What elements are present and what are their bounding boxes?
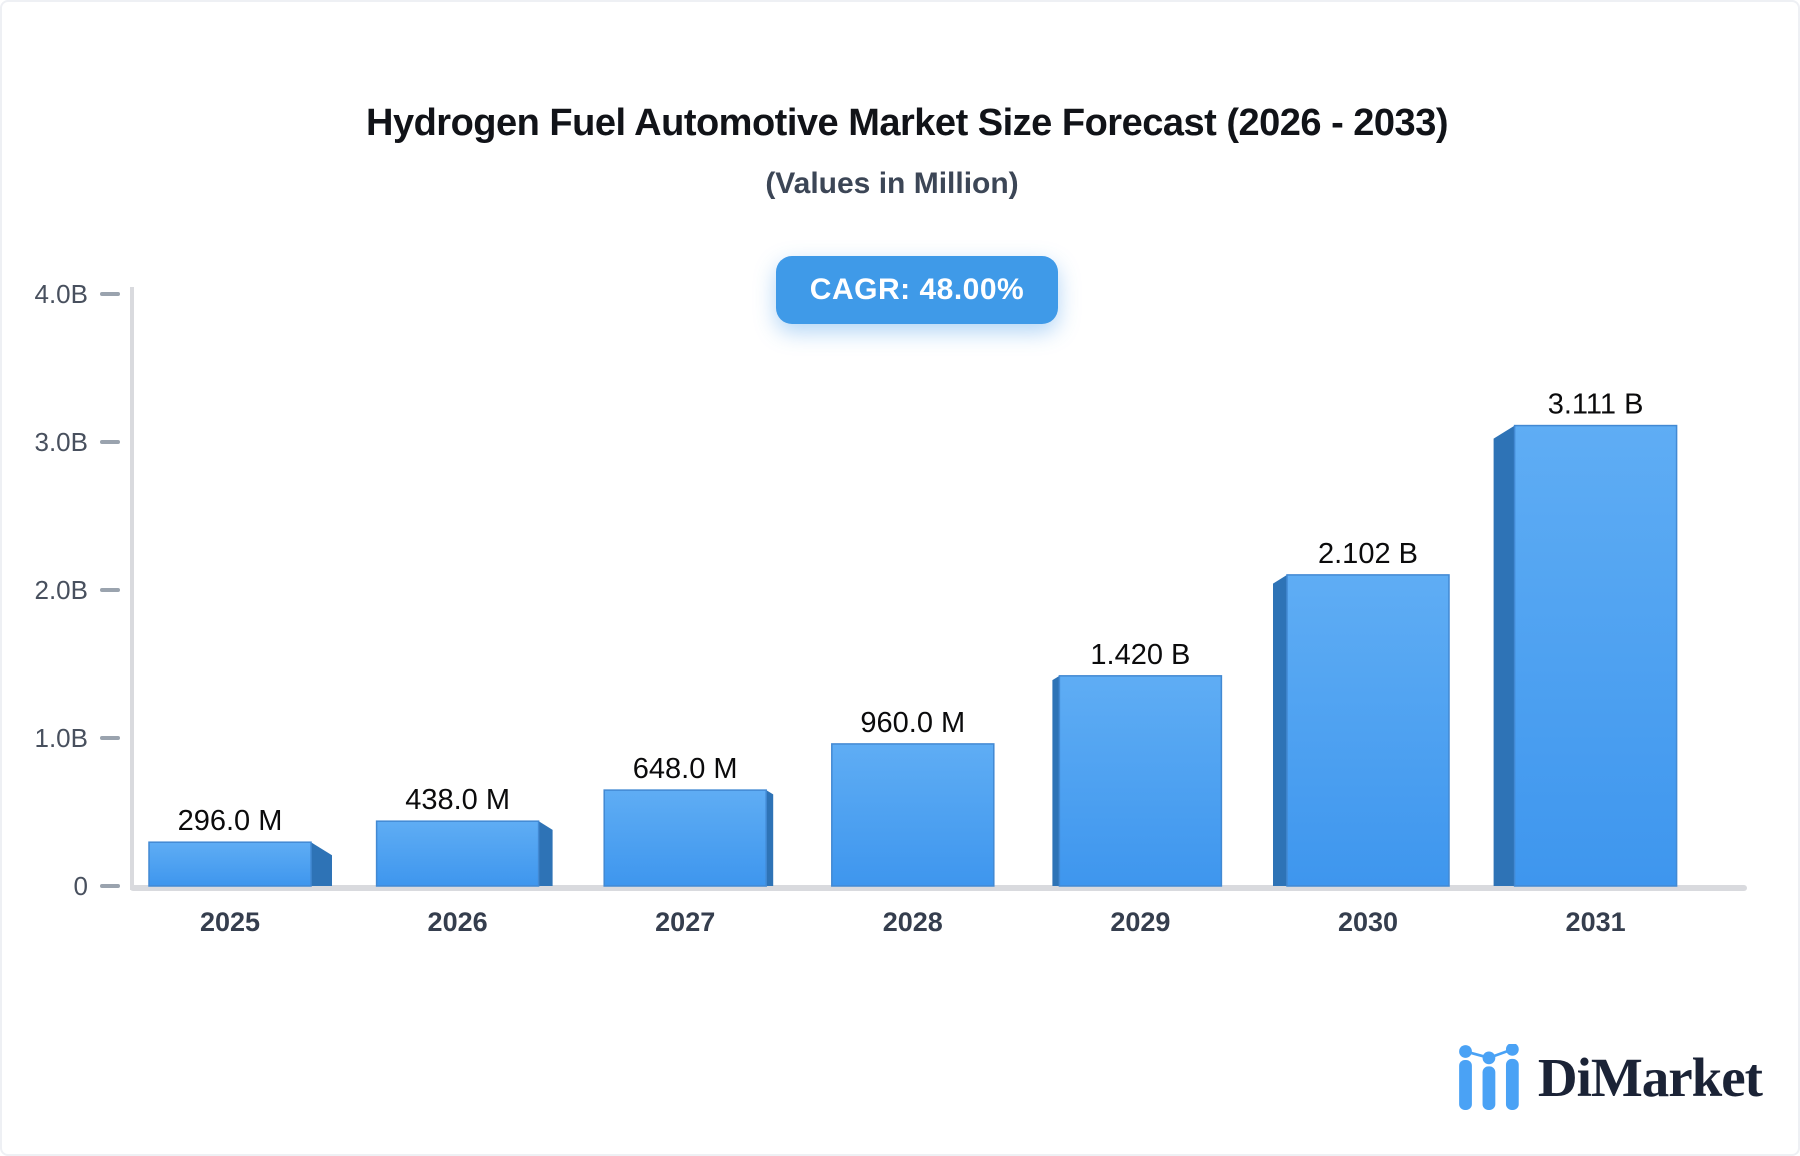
cagr-badge-row: CAGR: 48.00% — [2, 256, 1798, 324]
bar-side-face — [1493, 425, 1515, 886]
y-tick-dash — [100, 588, 120, 592]
bar-value-label: 960.0 M — [860, 707, 965, 739]
y-tick-label: 1.0B — [35, 723, 89, 753]
bar-front-face — [1058, 675, 1223, 887]
bar-front-face — [1286, 574, 1450, 887]
bar-2029[interactable]: 1.420 B 2029 — [1052, 639, 1223, 937]
logo-text: DiMarket — [1537, 1046, 1763, 1108]
bar-2026[interactable]: 438.0 M 2026 — [375, 784, 553, 937]
x-tick-label: 2025 — [200, 907, 260, 937]
bar-side-face — [766, 790, 774, 886]
bar-2031[interactable]: 3.111 B 2031 — [1493, 389, 1678, 937]
bar-front-face — [603, 789, 767, 887]
y-tick-label: 0 — [74, 871, 88, 901]
dimarket-logo[interactable]: DiMarket — [1458, 1044, 1763, 1110]
y-tick-dash — [100, 736, 120, 740]
y-tick-dash — [100, 292, 120, 296]
y-axis-line — [130, 287, 134, 890]
y-tick-label: 3.0B — [35, 427, 89, 457]
bar-side-face — [311, 842, 332, 886]
bar-front-face — [375, 820, 540, 887]
y-tick-dash — [100, 440, 120, 444]
x-tick-label: 2030 — [1338, 907, 1398, 937]
bar-2027[interactable]: 648.0 M 2027 — [603, 753, 774, 937]
bar-value-label: 438.0 M — [405, 784, 510, 816]
bar-side-face — [1273, 574, 1287, 886]
bar-side-face — [538, 821, 553, 886]
y-tick-dash — [100, 884, 120, 888]
bar-value-label: 3.111 B — [1548, 389, 1644, 421]
bar-side-face — [1052, 675, 1060, 886]
y-tick-label: 2.0B — [35, 575, 89, 605]
bar-2028[interactable]: 960.0 M 2028 — [831, 707, 995, 937]
bar-line-chart-icon — [1458, 1044, 1519, 1110]
bar-value-label: 1.420 B — [1090, 639, 1190, 671]
x-tick-label: 2027 — [655, 907, 715, 937]
x-tick-label: 2031 — [1566, 907, 1626, 937]
x-tick-label: 2029 — [1110, 907, 1170, 937]
bar-value-label: 648.0 M — [633, 753, 738, 785]
bar-front-face — [831, 743, 995, 887]
chart-title: Hydrogen Fuel Automotive Market Size For… — [366, 102, 1448, 144]
bar-value-label: 296.0 M — [178, 805, 283, 837]
bar-front-face — [148, 841, 312, 887]
bar-value-label: 2.102 B — [1318, 538, 1418, 570]
x-tick-label: 2028 — [883, 907, 943, 937]
bar-2030[interactable]: 2.102 B 2030 — [1273, 538, 1450, 937]
x-tick-label: 2026 — [428, 907, 488, 937]
y-tick-label: 4.0B — [35, 279, 89, 309]
bar-front-face — [1513, 424, 1678, 887]
chart-subtitle: (Values in Million) — [765, 167, 1019, 200]
cagr-badge: CAGR: 48.00% — [775, 256, 1059, 324]
bar-2025[interactable]: 296.0 M 2025 — [148, 805, 332, 937]
